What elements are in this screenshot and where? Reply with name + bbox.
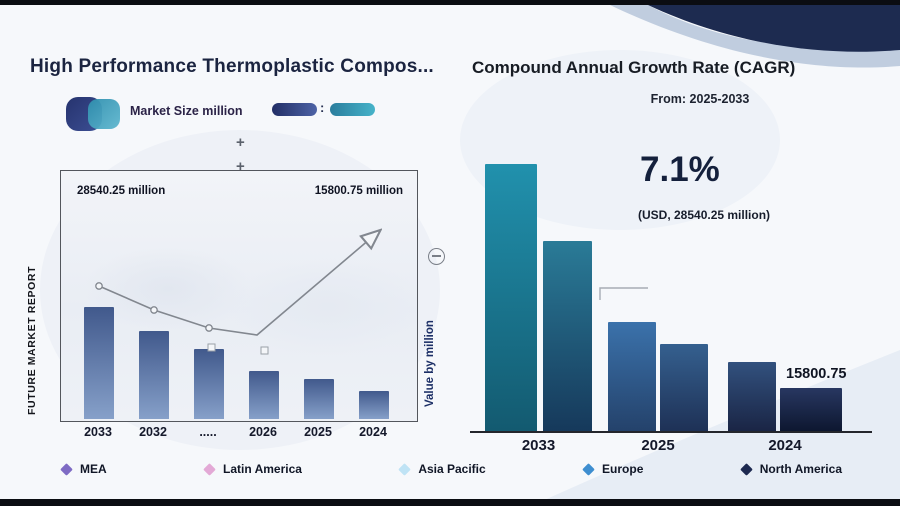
left-axis-label-1: 2032: [139, 425, 167, 439]
legend-label: Latin America: [223, 462, 302, 476]
right-bar-2025-series-b: [660, 344, 708, 431]
left-chart-bars: [61, 171, 417, 419]
left-axis-label-5: 2024: [359, 425, 387, 439]
legend-item-north-america: North America: [739, 462, 842, 476]
left-axis-label-0: 2033: [84, 425, 112, 439]
left-bar-0: [84, 307, 114, 419]
decorative-pill-navy: [272, 103, 317, 116]
legend-label: Europe: [602, 462, 644, 476]
plus-decoration-icon: +: [236, 158, 245, 175]
page-title: High Performance Thermoplastic Compos...: [30, 56, 434, 77]
legend-label: MEA: [80, 462, 107, 476]
top-border-bar: [0, 0, 900, 5]
left-axis-label-3: 2026: [249, 425, 277, 439]
left-bar-2: [194, 349, 224, 419]
legend-diamond-icon: [203, 462, 216, 476]
right-bar-2025-series-a: [608, 322, 656, 431]
market-size-chart: 28540.25 million 15800.75 million: [60, 170, 418, 422]
side-watermark: FUTURE MARKET REPORT: [26, 190, 42, 420]
legend-diamond-icon: [739, 462, 753, 476]
market-size-legend-label: Market Size million: [130, 104, 243, 118]
left-chart-axis: 2033 2032..... 2026 2025 2024: [60, 425, 416, 443]
left-axis-label-4: 2025: [304, 425, 332, 439]
legend-item-europe: Europe: [582, 462, 644, 476]
cagr-chart: [470, 148, 872, 433]
max-value-label: 28540.25 million: [77, 185, 166, 197]
right-chart-baseline: [470, 431, 872, 433]
cagr-percentage: 7.1%: [640, 150, 720, 189]
icon-shape-teal: [88, 99, 120, 129]
zoom-out-icon[interactable]: [428, 248, 445, 265]
legend-diamond-icon: [398, 462, 412, 476]
cagr-note: (USD, 28540.25 million): [638, 208, 771, 222]
right-bar-2033-series-b: [543, 241, 592, 431]
market-size-icon: [66, 96, 126, 132]
legend-item-latin-america: Latin America: [203, 462, 302, 476]
legend-diamond-icon: [60, 462, 73, 476]
left-bar-5: [359, 391, 389, 419]
region-legend: MEA Latin America Asia Pacific Europe North …: [60, 462, 842, 476]
cagr-subtitle: From: 2025-2033: [650, 92, 750, 106]
legend-label: Asia Pacific: [418, 462, 486, 476]
legend-label: North America: [759, 462, 842, 476]
left-bar-4: [304, 379, 334, 419]
right-bar-2024-series-b: [780, 388, 842, 431]
side-watermark-text: FUTURE MARKET REPORT: [26, 265, 38, 415]
value-axis-label: Value by million: [424, 295, 440, 415]
legend-item-asia-pacific: Asia Pacific: [398, 462, 486, 476]
right-axis-label-2033: 2033: [521, 437, 556, 454]
pill-separator: :: [320, 100, 325, 115]
left-bar-1: [139, 331, 169, 419]
min-value-label: 15800.75 million: [314, 185, 403, 197]
right-bar-2024-series-a: [728, 362, 776, 431]
legend-item-mea: MEA: [60, 462, 107, 476]
value-axis-label-text: Value by million: [424, 320, 436, 407]
right-axis-label-2025: 2025: [641, 437, 675, 454]
left-axis-label-2: .....: [199, 425, 217, 439]
decorative-pill-teal: [330, 103, 375, 116]
left-bar-3: [249, 371, 279, 419]
plus-decoration-icon: +: [236, 134, 245, 151]
right-chart-bars: [470, 148, 872, 433]
right-axis-label-2024: 2024: [768, 437, 802, 454]
legend-diamond-icon: [582, 462, 595, 476]
cagr-title: Compound Annual Growth Rate (CAGR): [472, 58, 796, 77]
end-value-label: 15800.75: [786, 366, 847, 382]
bottom-border-bar: [0, 499, 900, 506]
right-bar-2033-series-a: [485, 164, 537, 431]
